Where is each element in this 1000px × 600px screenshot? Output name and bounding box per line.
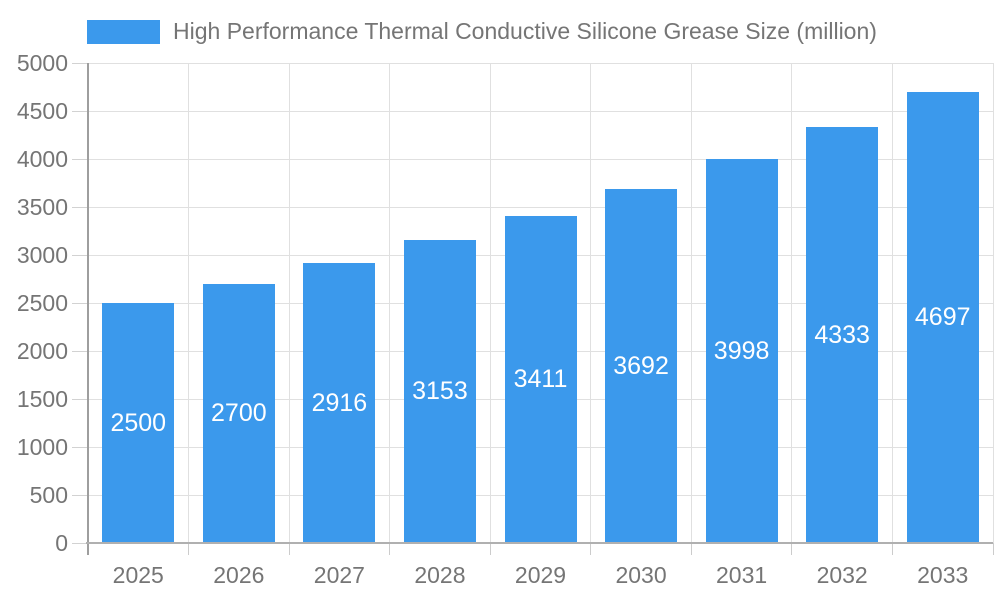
x-axis-label: 2026 [213,562,265,588]
bar[interactable]: 3153 [403,240,476,543]
bar[interactable]: 3692 [605,189,678,543]
y-axis-label: 3000 [16,242,68,268]
bar-value-label: 2500 [110,408,167,437]
y-axis-label: 4500 [16,98,68,124]
y-axis-label: 0 [55,530,68,556]
v-gridline [288,63,290,543]
v-gridline [590,63,592,543]
y-axis-tick [72,398,88,400]
x-axis-tick [992,543,994,555]
x-axis-label: 2032 [816,562,868,588]
x-axis-label: 2031 [716,562,768,588]
y-axis-tick [72,302,88,304]
bar-value-label: 4333 [814,320,870,349]
x-axis-tick [389,543,391,555]
v-gridline [992,63,994,543]
y-axis-tick [72,206,88,208]
bar[interactable]: 3411 [504,216,577,543]
v-gridline [389,63,391,543]
y-axis-label: 2000 [16,338,68,364]
y-axis-label: 2500 [16,290,68,316]
legend[interactable]: High Performance Thermal Conductive Sili… [87,18,877,45]
x-axis-tick [288,543,290,555]
y-axis-tick [72,542,88,544]
bar-value-label: 3411 [513,365,568,393]
legend-swatch [87,19,160,44]
y-axis-label: 5000 [16,50,68,76]
y-axis-tick [72,254,88,256]
y-axis-label: 4000 [16,146,68,172]
plot-area: 2500 2700 2916 3153 3411 3692 3998 4333 4697 [72,62,994,555]
bar-value-label: 3692 [613,351,669,380]
legend-label: High Performance Thermal Conductive Sili… [173,18,877,44]
x-axis-tick [489,543,491,555]
x-axis-label: 2030 [615,562,667,588]
h-gridline [88,110,993,112]
h-gridline [88,62,993,64]
bar[interactable]: 4333 [806,127,879,543]
x-axis-line [86,542,993,544]
bar[interactable]: 2500 [102,303,175,543]
x-axis-tick [891,543,893,555]
x-axis-tick [690,543,692,555]
h-gridline [88,206,993,208]
bar[interactable]: 4697 [906,92,979,543]
x-axis-label: 2028 [414,562,466,588]
bar[interactable]: 2916 [303,263,376,543]
y-axis-tick [72,350,88,352]
x-axis-label: 2029 [514,562,567,588]
y-axis-tick [72,110,88,112]
y-axis-tick [72,446,88,448]
v-gridline [690,63,692,543]
x-axis-label: 2025 [112,562,164,588]
y-axis-label: 500 [29,482,68,508]
bar-value-label: 2916 [311,388,368,417]
x-axis-label: 2033 [917,562,969,588]
x-axis-tick [791,543,793,555]
y-axis-tick [72,494,88,496]
y-axis-label: 1500 [16,386,68,412]
bar-value-label: 4697 [914,303,971,331]
y-axis-label: 3500 [16,194,68,220]
y-axis-tick [72,62,88,64]
x-axis-tick [590,543,592,555]
y-axis-label: 1000 [16,434,68,460]
y-axis-line [87,63,89,555]
x-axis-label: 2027 [313,562,365,588]
bar[interactable]: 3998 [705,159,778,543]
v-gridline [891,63,893,543]
x-axis-tick [188,543,190,555]
h-gridline [88,158,993,160]
v-gridline [791,63,793,543]
y-axis-tick [72,158,88,160]
bar-value-label: 2700 [211,399,267,427]
v-gridline [489,63,491,543]
v-gridline [188,63,190,543]
bar[interactable]: 2700 [202,284,275,543]
bar-value-label: 3153 [412,377,468,405]
bar-value-label: 3998 [713,336,770,365]
